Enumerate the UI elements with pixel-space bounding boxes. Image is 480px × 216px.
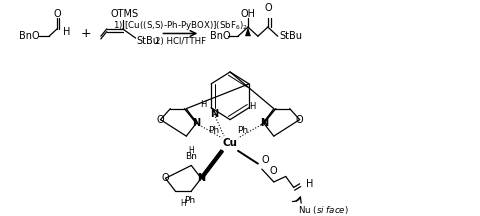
Text: OTMS: OTMS xyxy=(111,9,139,19)
Text: StBu: StBu xyxy=(280,31,303,41)
Text: N: N xyxy=(210,109,218,119)
Text: N: N xyxy=(260,118,268,128)
Text: +: + xyxy=(81,27,91,40)
Text: O: O xyxy=(262,155,269,165)
Text: Ph: Ph xyxy=(184,196,195,205)
Text: Ph: Ph xyxy=(208,126,219,135)
Text: O: O xyxy=(53,9,61,19)
Text: H: H xyxy=(200,100,206,110)
Text: StBu: StBu xyxy=(137,36,160,46)
Text: 2) HCl/TTHF: 2) HCl/TTHF xyxy=(155,37,206,46)
Text: OH: OH xyxy=(240,9,255,19)
Text: Bn: Bn xyxy=(185,152,197,161)
Text: N: N xyxy=(192,118,200,128)
Text: H: H xyxy=(63,27,71,37)
Text: H: H xyxy=(189,146,194,155)
Text: H: H xyxy=(180,199,186,208)
Polygon shape xyxy=(245,27,251,36)
Text: H: H xyxy=(306,179,313,189)
Text: O: O xyxy=(156,115,164,125)
Text: Ph: Ph xyxy=(237,126,248,135)
Text: Nu ($\mathit{si\ face}$): Nu ($\mathit{si\ face}$) xyxy=(298,204,348,216)
Text: O: O xyxy=(264,3,272,13)
Text: O: O xyxy=(296,115,303,125)
Text: H: H xyxy=(250,102,256,111)
Text: BnO: BnO xyxy=(19,31,40,41)
Text: BnO: BnO xyxy=(210,31,231,41)
Text: O: O xyxy=(270,166,277,176)
FancyArrow shape xyxy=(200,150,223,179)
Text: N: N xyxy=(197,173,205,183)
Text: Cu: Cu xyxy=(223,138,238,148)
Text: 1) [Cu((S,S)-Ph-PyBOX)](SbF$_6$)$_2$: 1) [Cu((S,S)-Ph-PyBOX)](SbF$_6$)$_2$ xyxy=(113,19,248,32)
Text: O: O xyxy=(162,173,169,183)
